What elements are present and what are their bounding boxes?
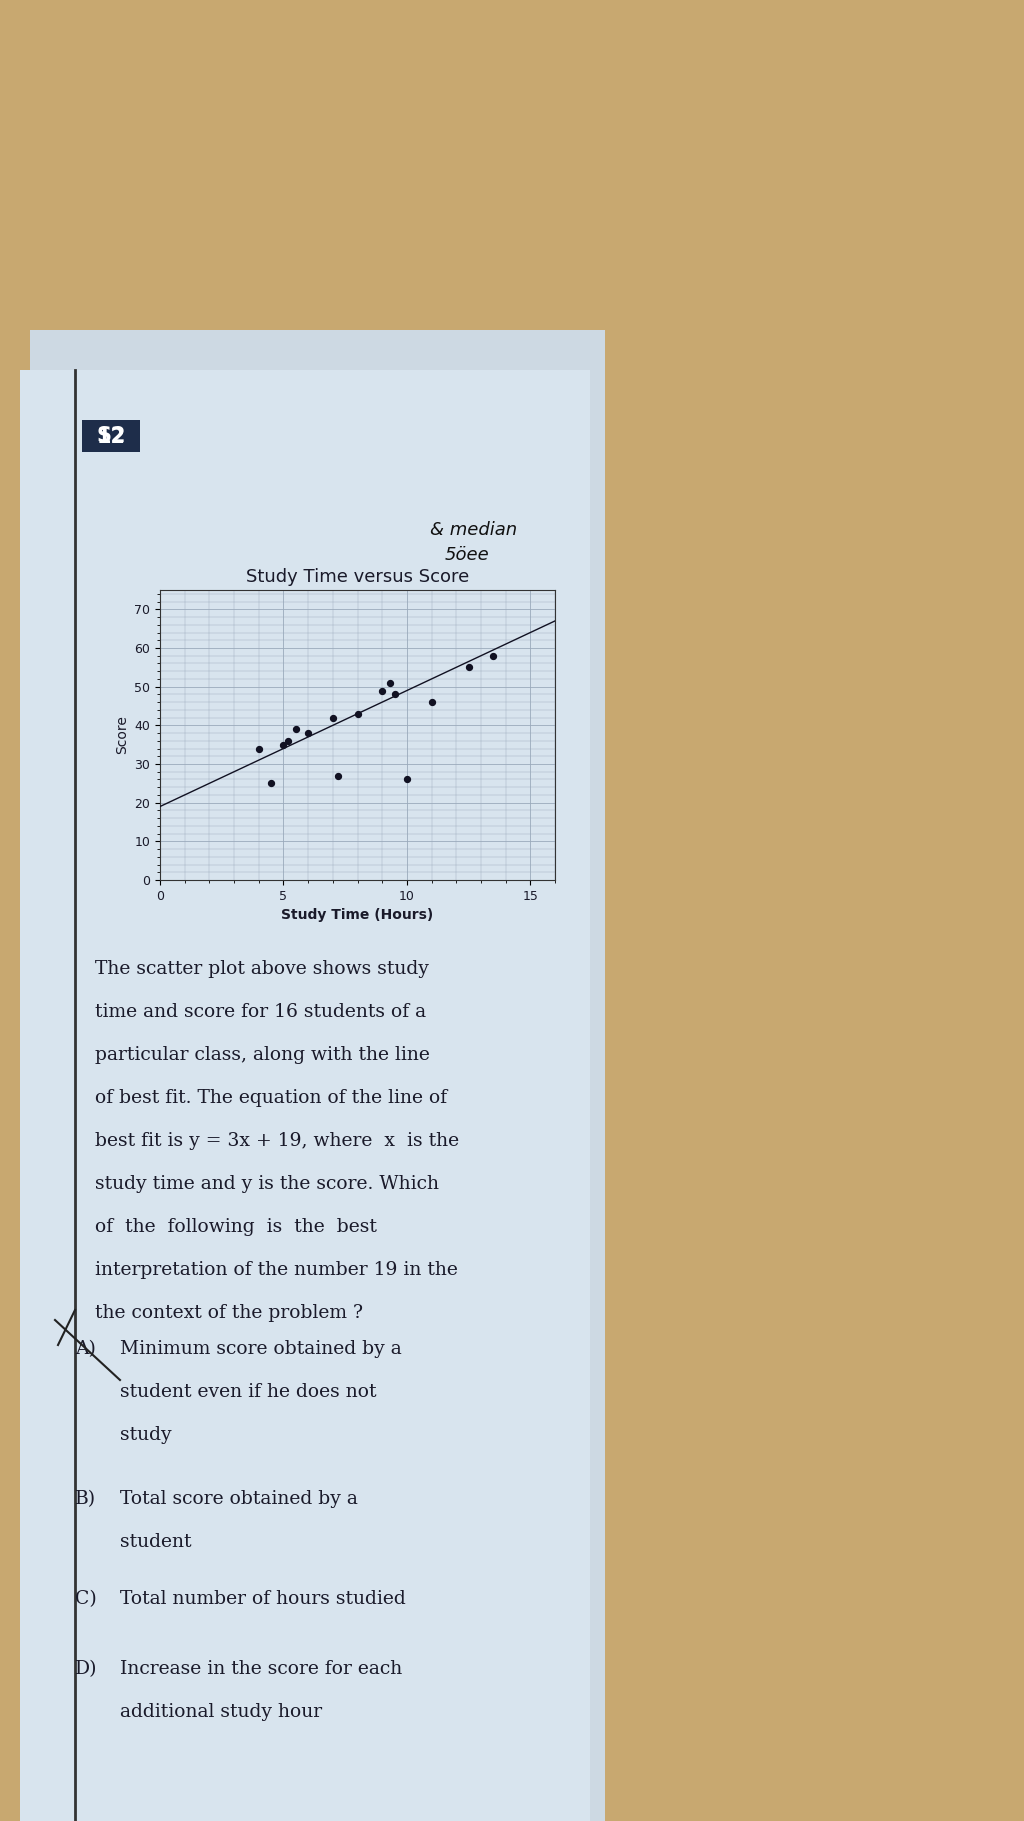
Bar <box>20 370 590 1821</box>
Text: interpretation of the number 19 in the: interpretation of the number 19 in the <box>95 1260 458 1278</box>
Text: of best fit. The equation of the line of: of best fit. The equation of the line of <box>95 1089 447 1107</box>
Text: study: study <box>120 1426 172 1444</box>
Point <box>349 699 366 728</box>
Point <box>386 679 402 708</box>
Point <box>275 730 292 759</box>
Text: student even if he does not: student even if he does not <box>120 1382 377 1400</box>
Text: of  the  following  is  the  best: of the following is the best <box>95 1218 377 1236</box>
Title: Study Time versus Score: Study Time versus Score <box>246 568 469 586</box>
Bar <box>82 421 140 452</box>
Point <box>461 652 477 681</box>
Text: Increase in the score for each: Increase in the score for each <box>120 1661 402 1677</box>
Text: D): D) <box>75 1661 97 1677</box>
Point <box>288 714 304 743</box>
Text: time and score for 16 students of a: time and score for 16 students of a <box>95 1003 426 1022</box>
Bar <box>30 330 605 1821</box>
X-axis label: Study Time (Hours): Study Time (Hours) <box>282 909 433 921</box>
Text: Minimum score obtained by a: Minimum score obtained by a <box>120 1340 401 1358</box>
Text: particular class, along with the line: particular class, along with the line <box>95 1045 430 1063</box>
Point <box>381 668 397 697</box>
Point <box>330 761 346 790</box>
Point <box>374 676 390 705</box>
Y-axis label: Score: Score <box>115 716 129 754</box>
Point <box>263 768 280 798</box>
Text: Total number of hours studied: Total number of hours studied <box>120 1590 406 1608</box>
Text: 5öee: 5öee <box>445 546 489 565</box>
Text: C): C) <box>75 1590 96 1608</box>
Point <box>398 765 415 794</box>
Text: best fit is y = 3x + 19, where  x  is the: best fit is y = 3x + 19, where x is the <box>95 1133 459 1151</box>
Text: the context of the problem ?: the context of the problem ? <box>95 1304 362 1322</box>
Text: A): A) <box>75 1340 96 1358</box>
Text: 12: 12 <box>96 426 126 446</box>
Text: The scatter plot above shows study: The scatter plot above shows study <box>95 960 429 978</box>
Text: S2: S2 <box>96 426 126 446</box>
Text: student: student <box>120 1533 191 1551</box>
Text: B): B) <box>75 1490 96 1508</box>
Point <box>251 734 267 763</box>
Point <box>423 688 439 717</box>
Point <box>281 727 297 756</box>
Text: Total score obtained by a: Total score obtained by a <box>120 1490 357 1508</box>
Text: additional study hour: additional study hour <box>120 1703 323 1721</box>
Point <box>325 703 341 732</box>
Text: study time and y is the score. Which: study time and y is the score. Which <box>95 1175 439 1193</box>
Text: & median: & median <box>430 521 517 539</box>
Point <box>300 719 316 748</box>
Point <box>485 641 502 670</box>
